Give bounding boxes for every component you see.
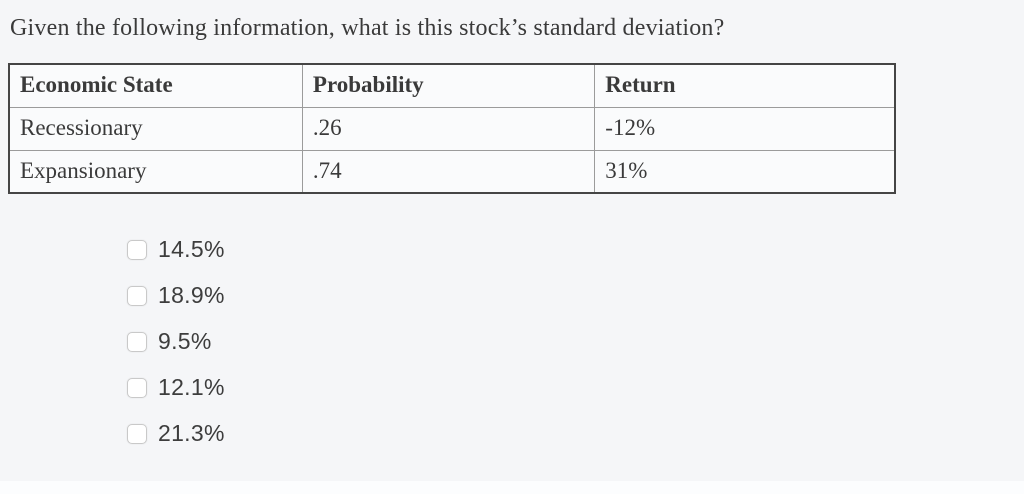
option-label: 12.1% <box>158 374 225 400</box>
option-label: 18.9% <box>158 282 225 308</box>
cell-probability: .74 <box>301 149 596 194</box>
answer-option-5[interactable]: 21.3% <box>127 420 225 447</box>
answer-option-2[interactable]: 18.9% <box>127 282 225 309</box>
info-table: Economic State Probability Return Recess… <box>8 63 896 194</box>
table-row: Expansionary .74 31% <box>8 149 896 194</box>
checkbox-icon[interactable] <box>127 377 147 398</box>
answer-option-1[interactable]: 14.5% <box>127 236 225 263</box>
bottom-strip <box>0 481 1024 494</box>
option-label: 21.3% <box>158 420 225 446</box>
column-header-probability: Probability <box>301 63 596 108</box>
cell-return: 31% <box>594 149 896 194</box>
checkbox-icon[interactable] <box>127 239 147 260</box>
option-label: 14.5% <box>158 236 225 262</box>
column-header-return: Return <box>594 63 896 108</box>
cell-economic-state: Recessionary <box>8 106 303 151</box>
table-header-row: Economic State Probability Return <box>8 63 896 108</box>
column-header-economic-state: Economic State <box>8 63 303 108</box>
checkbox-icon[interactable] <box>127 285 147 306</box>
cell-economic-state: Expansionary <box>8 149 303 194</box>
answer-options: 14.5% 18.9% 9.5% 12.1% 21.3% <box>127 236 225 466</box>
checkbox-icon[interactable] <box>127 423 147 444</box>
table-row: Recessionary .26 -12% <box>8 106 896 151</box>
option-label: 9.5% <box>158 328 212 354</box>
checkbox-icon[interactable] <box>127 331 147 352</box>
question-text: Given the following information, what is… <box>10 15 725 41</box>
cell-probability: .26 <box>301 106 596 151</box>
answer-option-4[interactable]: 12.1% <box>127 374 225 401</box>
answer-option-3[interactable]: 9.5% <box>127 328 225 355</box>
cell-return: -12% <box>594 106 896 151</box>
